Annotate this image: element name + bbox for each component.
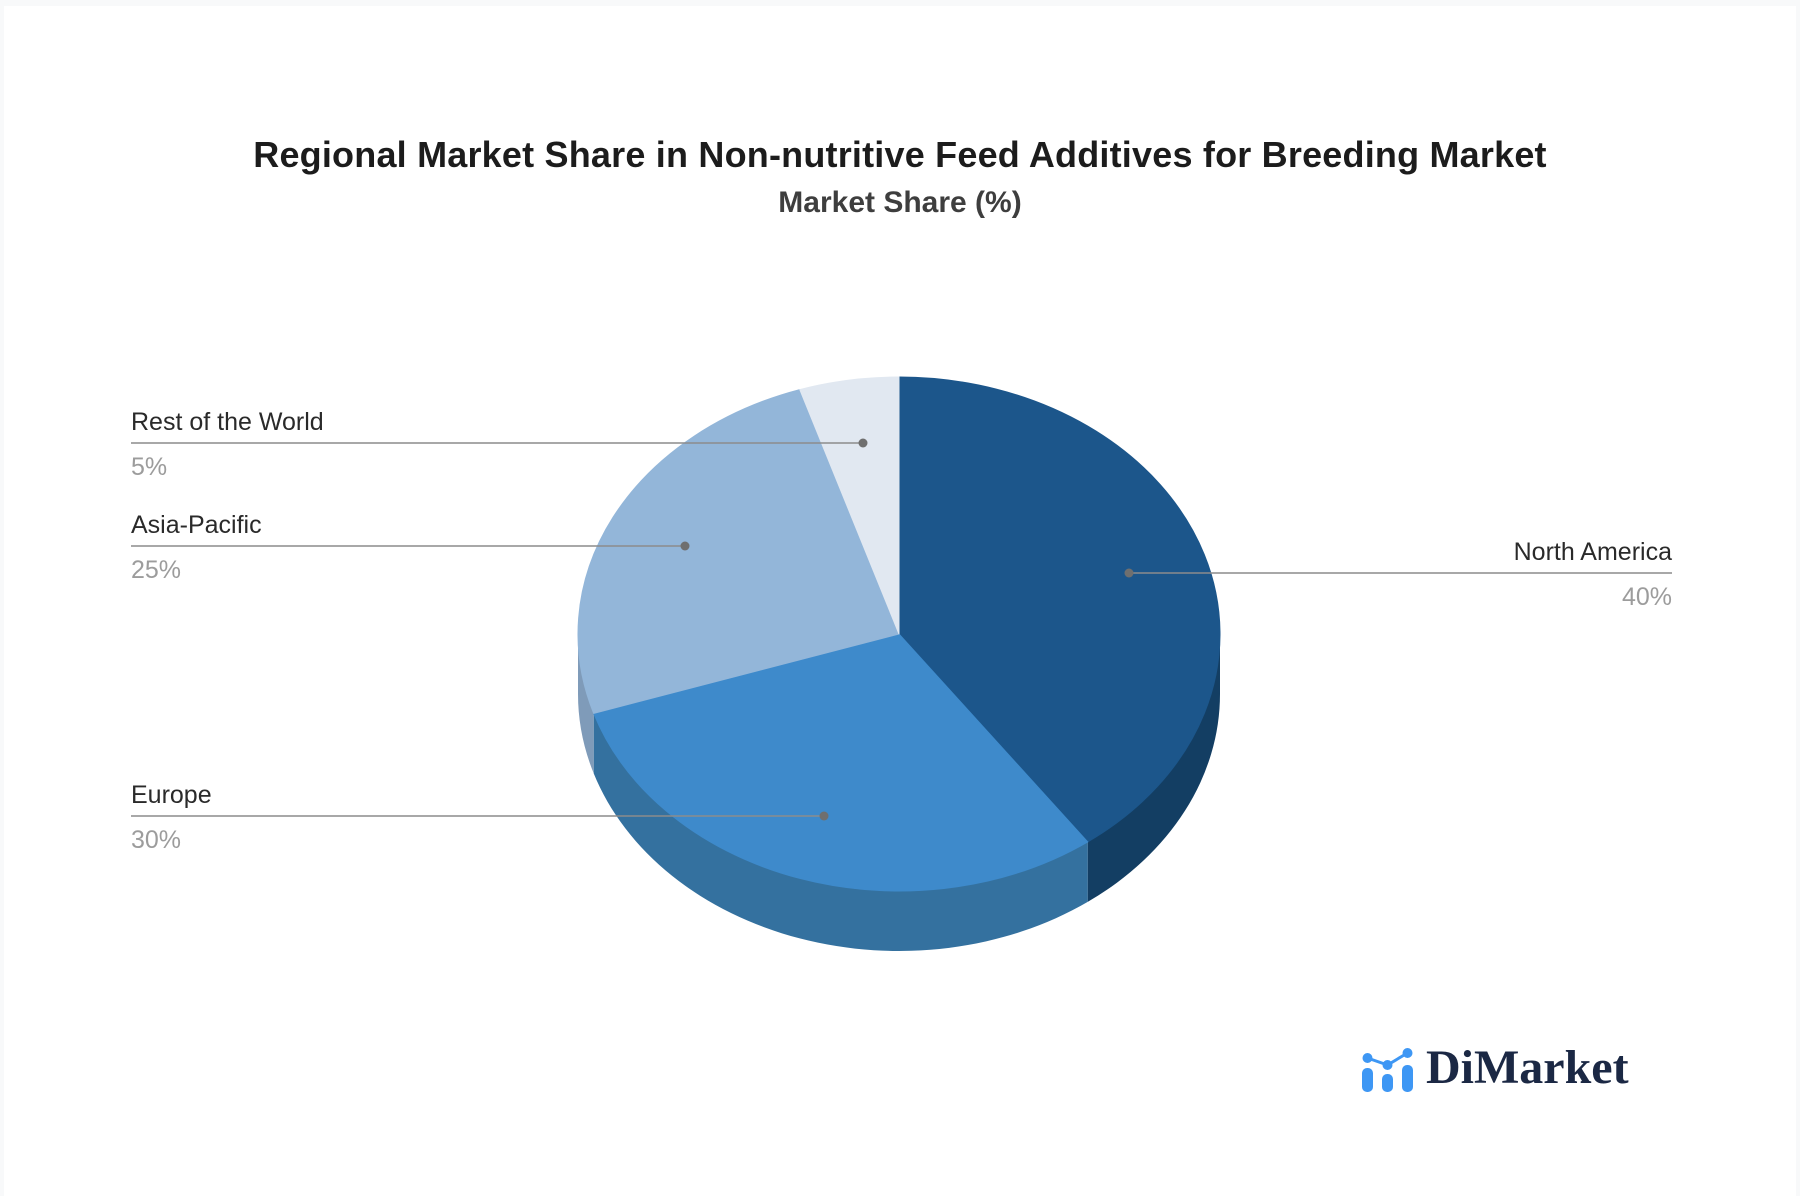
page-right-edge xyxy=(1796,0,1800,1196)
slice-percent-europe: 30% xyxy=(131,826,182,854)
slice-percent-north-america: 40% xyxy=(1621,583,1672,611)
pie-slice-europe[interactable] xyxy=(593,633,1089,892)
logo-bar-2 xyxy=(1382,1074,1393,1092)
pie-slice-side-north-america xyxy=(1087,634,1220,902)
slice-percent-rest-of-the-world: 5% xyxy=(131,453,168,481)
leader-dot-rest-of-the-world xyxy=(858,438,868,448)
pie-slice-side-asia-pacific xyxy=(578,634,594,774)
page-top-edge xyxy=(0,0,1800,6)
leader-dot-north-america xyxy=(1124,568,1134,578)
slice-label-asia-pacific: Asia-Pacific xyxy=(131,511,262,539)
leader-dot-europe xyxy=(819,811,829,821)
logo-dot-2 xyxy=(1382,1060,1393,1070)
pie-slice-north-america[interactable] xyxy=(898,376,1221,843)
pie-slice-side-europe xyxy=(593,713,1088,951)
chart-title: Regional Market Share in Non-nutritive F… xyxy=(253,134,1547,175)
logo-bar-1 xyxy=(1362,1068,1373,1092)
dimarket-logo: DiMarket xyxy=(1358,1038,1629,1094)
page-left-edge xyxy=(0,0,4,1196)
slice-label-europe: Europe xyxy=(131,781,212,809)
pie-slice-rest-of-the-world[interactable] xyxy=(799,376,900,635)
chart-subtitle: Market Share (%) xyxy=(778,186,1022,219)
pie-slice-asia-pacific[interactable] xyxy=(577,389,900,714)
logo-dot-1 xyxy=(1362,1053,1373,1063)
slice-label-north-america: North America xyxy=(1513,538,1672,566)
leader-dot-asia-pacific xyxy=(680,541,690,551)
logo-bar-3 xyxy=(1402,1065,1413,1092)
logo-dot-3 xyxy=(1402,1048,1413,1058)
dimarket-logo-text: DiMarket xyxy=(1426,1041,1629,1094)
bar-line-chart-icon xyxy=(1362,1048,1413,1092)
slice-percent-asia-pacific: 25% xyxy=(131,556,182,584)
slice-label-rest-of-the-world: Rest of the World xyxy=(131,408,324,436)
